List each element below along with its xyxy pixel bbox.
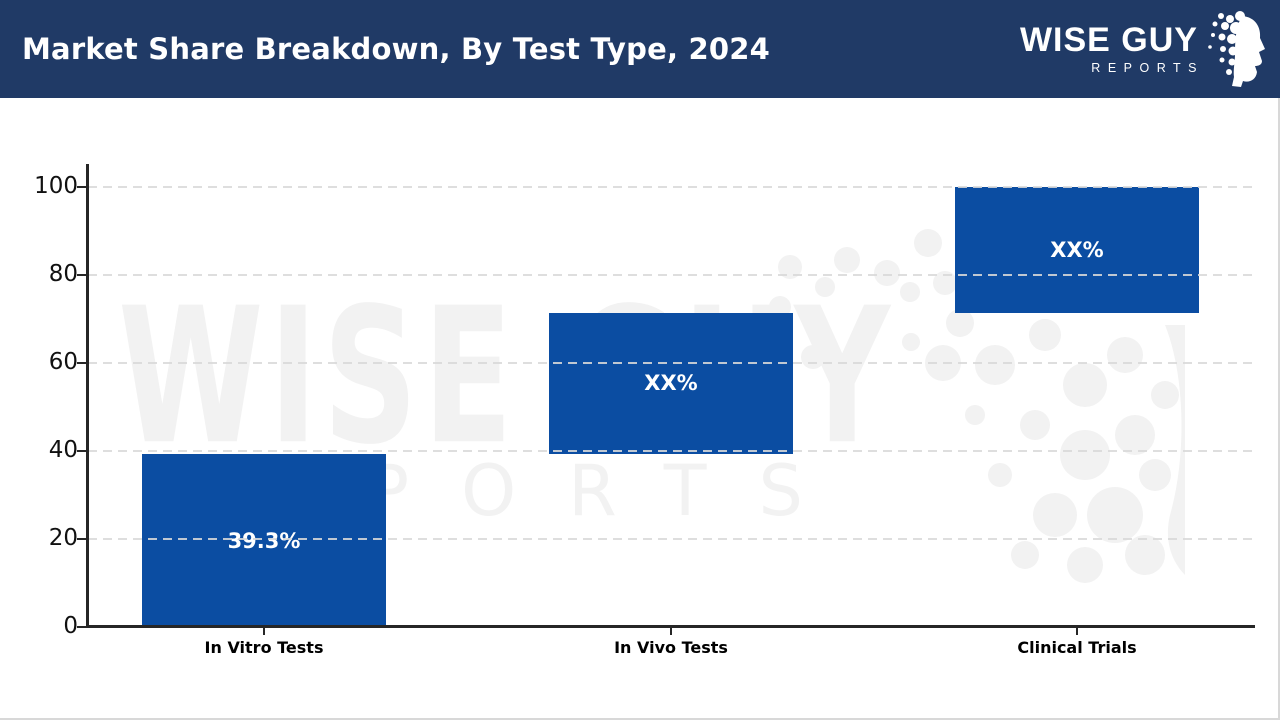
y-axis-tick-label: 20	[48, 524, 78, 551]
brand-logo: WISE GUY REPORTS	[1020, 6, 1266, 92]
gridline	[88, 362, 1253, 364]
y-axis-tick	[77, 186, 86, 188]
y-axis-tick	[77, 362, 86, 364]
y-axis-tick	[77, 450, 86, 452]
x-axis-line	[86, 625, 1255, 628]
x-axis-tick	[670, 628, 672, 635]
y-axis-tick-label: 40	[48, 436, 78, 463]
header-bar: Market Share Breakdown, By Test Type, 20…	[0, 0, 1280, 98]
bar-value-label: 39.3%	[227, 528, 301, 553]
brand-name: WISE GUY	[1019, 21, 1198, 60]
x-axis-label-in-vivo-tests: In Vivo Tests	[614, 638, 728, 657]
bar-value-label: XX%	[1050, 237, 1104, 262]
gridline	[88, 186, 1253, 188]
x-axis-tick	[263, 628, 265, 635]
bar-clinical-trials: XX%	[955, 187, 1199, 313]
gridline	[88, 538, 1253, 540]
gridline	[88, 274, 1253, 276]
y-axis-line	[86, 164, 89, 628]
brand-logo-text: WISE GUY REPORTS	[1019, 21, 1198, 74]
chart-title: Market Share Breakdown, By Test Type, 20…	[22, 32, 771, 66]
y-axis-tick	[77, 626, 86, 628]
bar-value-label: XX%	[644, 371, 698, 396]
y-axis-tick-label: 60	[48, 348, 78, 375]
y-axis-tick	[77, 274, 86, 276]
bar-in-vivo-tests: XX%	[549, 312, 793, 455]
bar-in-vitro-tests: 39.3%	[142, 454, 386, 627]
y-axis-tick-label: 100	[34, 172, 78, 199]
gridline	[88, 450, 1253, 452]
y-axis-tick-label: 0	[63, 612, 78, 639]
brand-subtitle: REPORTS	[1091, 60, 1204, 75]
page-right-border	[1278, 98, 1280, 720]
page-bottom-border	[0, 718, 1280, 720]
x-axis-label-clinical-trials: Clinical Trials	[1017, 638, 1137, 657]
y-axis-tick-label: 80	[48, 260, 78, 287]
x-axis-label-in-vitro-tests: In Vitro Tests	[204, 638, 324, 657]
brand-face-dots-icon	[1208, 11, 1265, 87]
y-axis-tick	[77, 538, 86, 540]
x-axis-tick	[1076, 628, 1078, 635]
